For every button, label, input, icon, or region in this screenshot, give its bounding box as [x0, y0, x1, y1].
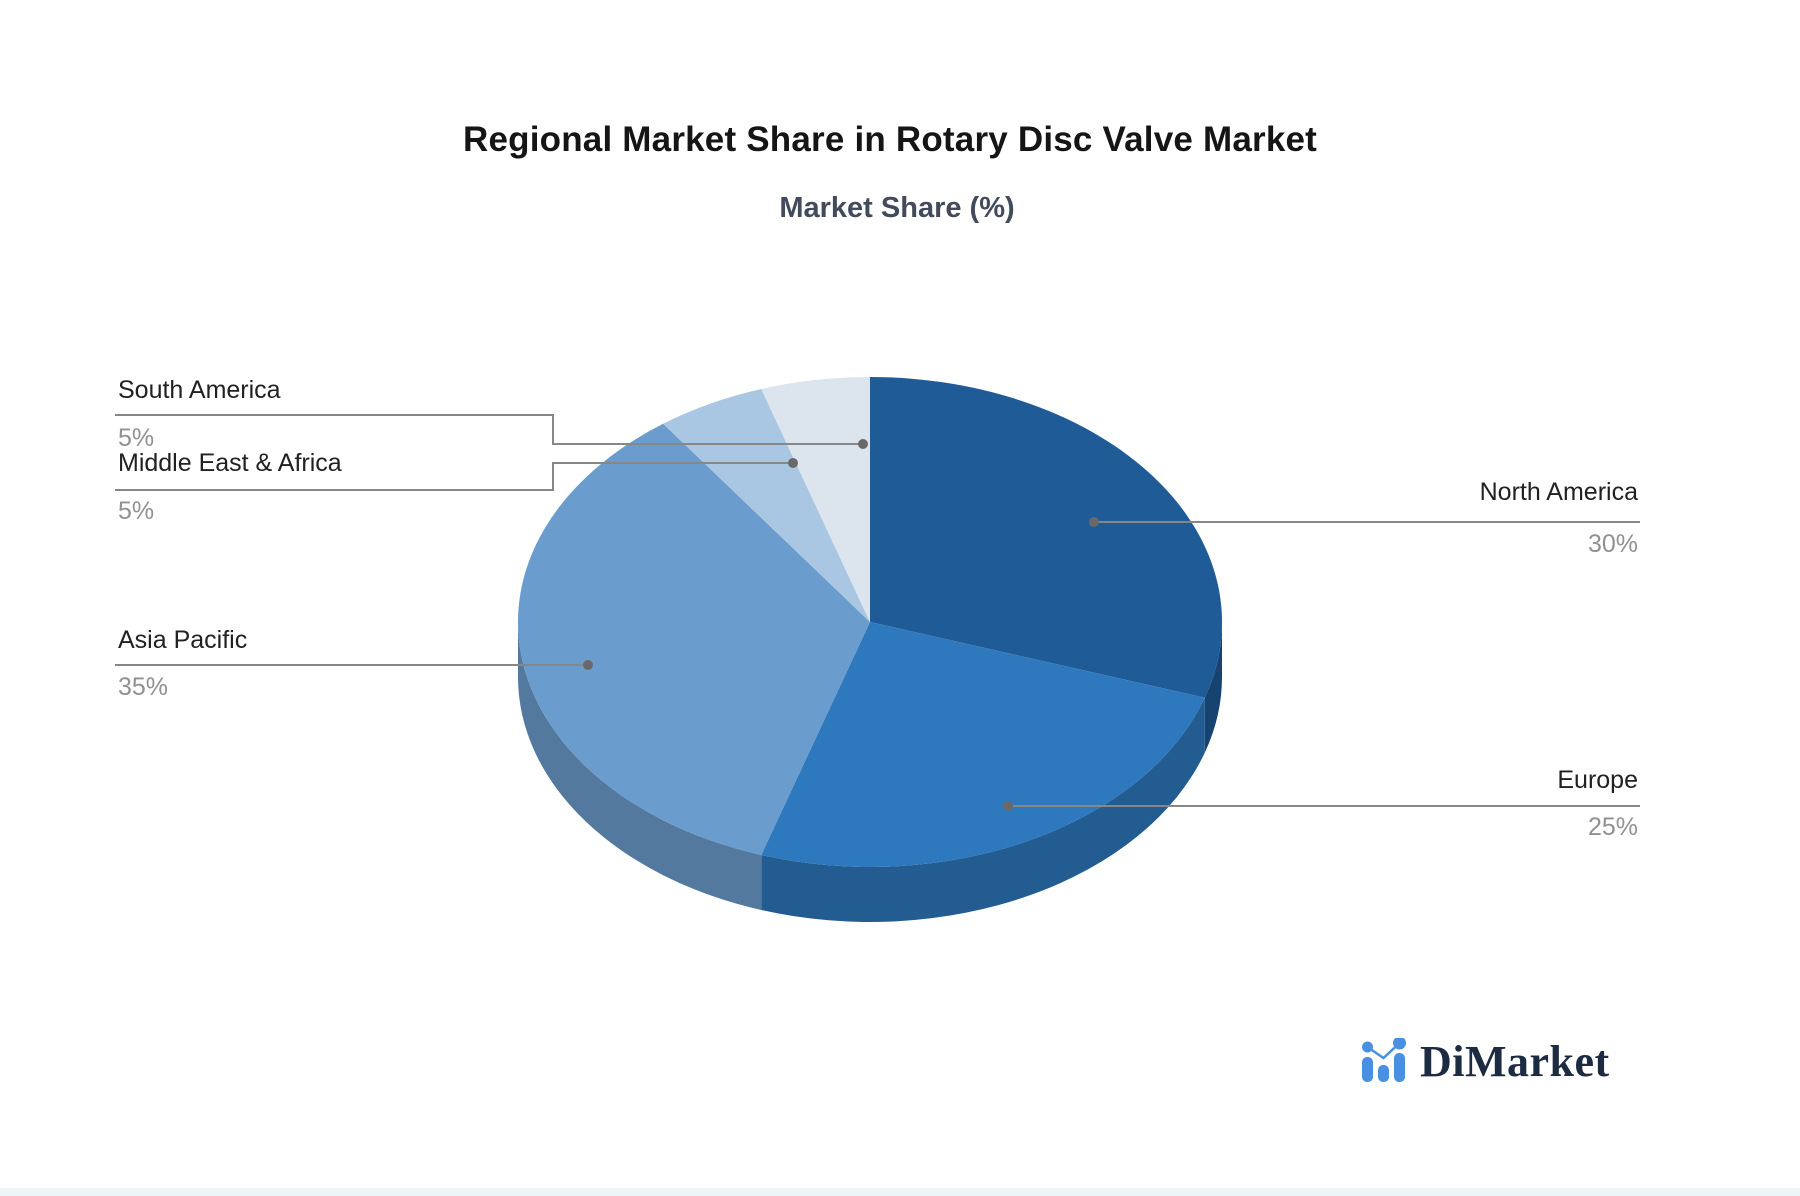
brand-logo-text: DiMarket: [1420, 1037, 1610, 1086]
chart-subtitle: Market Share (%): [779, 192, 1015, 224]
callout-value-asia-pacific: 35%: [118, 673, 169, 701]
leader-dot-asia-pacific: [583, 660, 593, 670]
pie-slice-north-america[interactable]: [870, 377, 1222, 698]
callout-value-middle-east-africa: 5%: [118, 497, 155, 525]
pie-slices: [518, 377, 1222, 922]
pie-side-north-america: [1204, 622, 1222, 753]
leader-lines: [115, 414, 1640, 811]
leader-dot-europe: [1003, 801, 1013, 811]
bar-chart-sparkline-icon: [1362, 1038, 1406, 1082]
callout-value-north-america: 30%: [1587, 530, 1638, 558]
callout-label-asia-pacific: Asia Pacific: [118, 626, 248, 654]
leader-line-south-america: [115, 414, 863, 445]
leader-line-middle-east-africa: [115, 462, 793, 491]
pie-slice-asia-pacific[interactable]: [518, 423, 870, 856]
bottom-strip: [0, 1188, 1800, 1196]
brand-logo: DiMarket: [1362, 1038, 1610, 1084]
callout-label-middle-east-africa: Middle East & Africa: [118, 449, 342, 477]
pie-side-asia-pacific: [518, 622, 762, 911]
leader-dot-south-america: [858, 439, 868, 449]
callout-value-south-america: 5%: [118, 424, 155, 452]
callout-label-north-america: North America: [1479, 478, 1638, 506]
pie-side-europe: [761, 697, 1205, 922]
leader-dot-middle-east-africa: [788, 458, 798, 468]
callout-value-europe: 25%: [1587, 813, 1638, 841]
pie-slice-south-america[interactable]: [761, 377, 870, 622]
callout-label-south-america: South America: [118, 376, 281, 404]
pie-slice-middle-east-africa[interactable]: [663, 388, 870, 622]
chart-title: Regional Market Share in Rotary Disc Val…: [462, 120, 1318, 159]
callout-label-europe: Europe: [1557, 766, 1638, 794]
leader-dot-north-america: [1089, 517, 1099, 527]
